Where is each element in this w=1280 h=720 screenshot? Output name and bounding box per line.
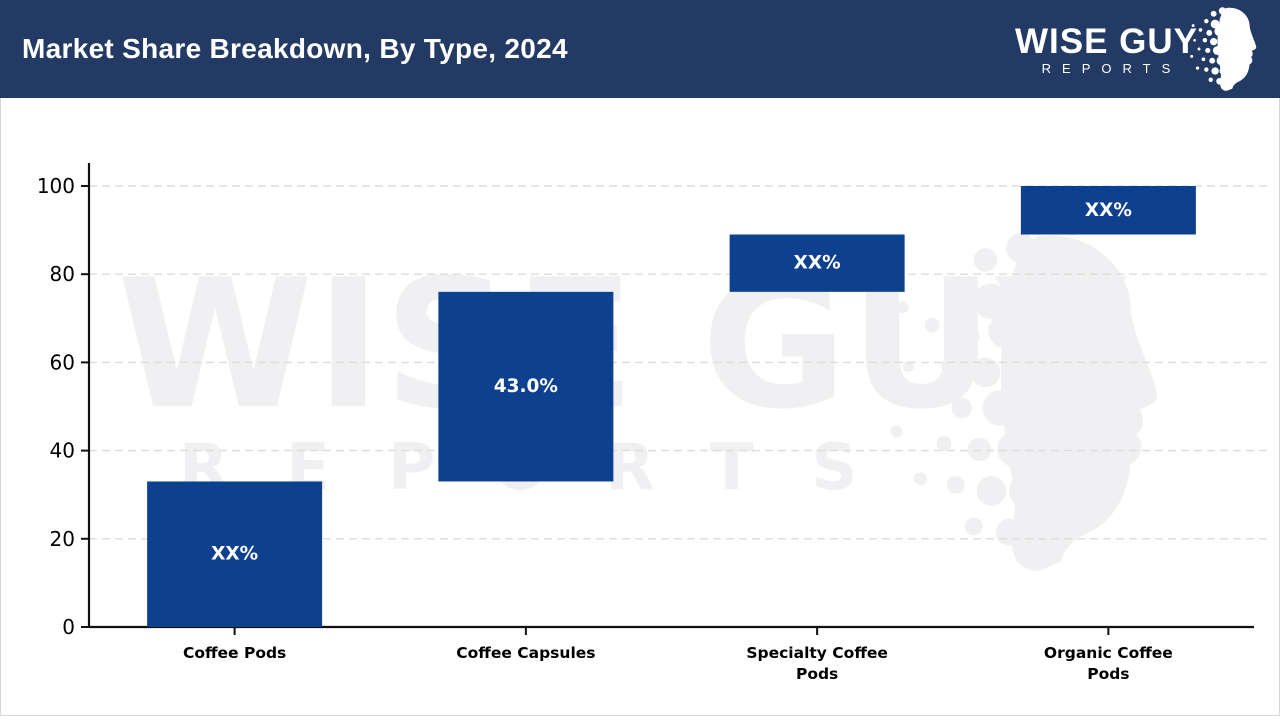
header-bar: Market Share Breakdown, By Type, 2024 WI… (0, 0, 1280, 98)
bar-coffee-pods (147, 481, 323, 627)
waterfall-chart: 0 20 40 60 80 100 XX% Coffee Pods 43.0% Coffee Ca… (37, 163, 1272, 683)
y-tick-label-100: 100 (37, 174, 75, 198)
y-tick-label-0: 0 (62, 615, 75, 639)
category-label-organic-coffee-pods: Organic Coffee Pods (1044, 644, 1173, 683)
bar-value-label-organic-coffee-pods: XX% (1085, 200, 1132, 221)
bar-organic-coffee-pods (1020, 186, 1196, 235)
y-tick-label-80: 80 (50, 262, 75, 286)
bar-specialty-coffee-pods (729, 234, 905, 292)
category-label-coffee-pods: Coffee Pods (183, 644, 286, 662)
brand-subname: REPORTS (1041, 60, 1182, 76)
y-tick-label-60: 60 (50, 350, 75, 374)
bar-value-label-coffee-capsules: 43.0% (494, 376, 558, 397)
page-title: Market Share Breakdown, By Type, 2024 (22, 33, 568, 64)
bar-value-label-coffee-pods: XX% (211, 544, 258, 565)
category-label-specialty-coffee-pods: Specialty Coffee Pods (746, 644, 888, 683)
bar-coffee-capsules (438, 291, 614, 482)
y-tick-label-40: 40 (50, 439, 75, 463)
bar-value-label-specialty-coffee-pods: XX% (794, 253, 841, 274)
y-tick-label-20: 20 (50, 527, 75, 551)
category-label-coffee-capsules: Coffee Capsules (456, 644, 595, 662)
brand-logo: WISE GUY REPORTS (1015, 5, 1258, 93)
brand-name: WISE GUY (1014, 21, 1198, 61)
brand-logo-text: WISE GUY REPORTS (1015, 24, 1198, 75)
